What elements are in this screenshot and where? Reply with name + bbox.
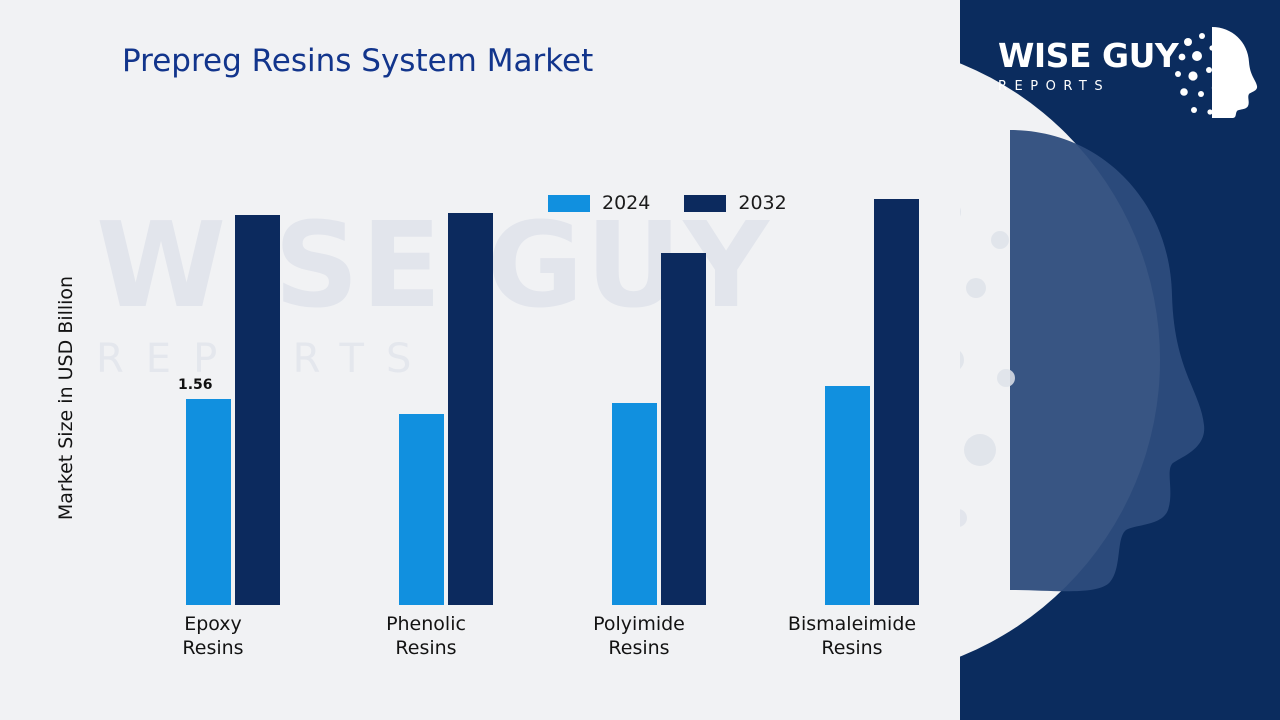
bar-2032 <box>874 199 919 605</box>
page-title: Prepreg Resins System Market <box>122 43 594 79</box>
x-tick-line-1: Epoxy <box>184 613 242 635</box>
bar-group <box>757 150 947 605</box>
x-tick-label: Epoxy Resins <box>108 612 318 660</box>
x-tick-label: Phenolic Resins <box>321 612 531 660</box>
legend-swatch-2032 <box>684 194 727 212</box>
bar-2032 <box>235 215 280 605</box>
legend-item-2024: 2024 <box>548 192 650 214</box>
x-tick-line-2: Resins <box>395 637 457 659</box>
x-tick-line-1: Polyimide <box>593 613 685 635</box>
x-tick-label: Polyimide Resins <box>534 612 744 660</box>
x-axis-labels: Epoxy Resins Phenolic Resins Polyimide R… <box>96 612 926 682</box>
bar-2032 <box>661 253 706 605</box>
x-tick-label: Bismaleimide Resins <box>747 612 957 660</box>
bar-group <box>331 150 521 605</box>
legend-label-2024: 2024 <box>602 192 651 214</box>
x-tick-line-2: Resins <box>608 637 670 659</box>
x-tick-line-2: Resins <box>821 637 883 659</box>
logo-text: WISE GUY REPORTS <box>998 38 1198 96</box>
right-side-panel <box>960 0 1280 720</box>
bar-value-label: 1.56 <box>178 377 213 393</box>
x-tick-line-2: Resins <box>182 637 244 659</box>
legend-item-2032: 2032 <box>684 192 787 214</box>
bar-chart: Market Size in USD Billion 2024 2032 1.5… <box>46 150 926 682</box>
bar-group: 1.56 <box>118 150 308 605</box>
bar-2024 <box>399 414 444 605</box>
brand-logo: WISE GUY REPORTS <box>998 24 1258 120</box>
y-axis-label: Market Size in USD Billion <box>46 218 86 578</box>
bar-2024 <box>612 403 657 605</box>
x-tick-line-1: Bismaleimide <box>787 613 917 635</box>
x-tick-line-1: Phenolic <box>386 613 466 635</box>
y-axis-label-text: Market Size in USD Billion <box>55 275 77 521</box>
bar-group <box>544 150 734 605</box>
head-profile-icon <box>960 130 1205 592</box>
chart-legend: 2024 2032 <box>548 192 787 214</box>
bar-2024 <box>825 386 870 605</box>
logo-wiseguy-text: WISE GUY <box>998 36 1179 75</box>
plot-area: 1.56 <box>96 150 926 605</box>
logo-reports-text: REPORTS <box>998 79 1111 94</box>
logo-head-icon <box>1175 27 1258 118</box>
bar-2024 <box>186 399 231 605</box>
bar-2032 <box>448 213 493 605</box>
legend-label-2032: 2032 <box>738 192 787 214</box>
legend-swatch-2024 <box>548 194 590 212</box>
